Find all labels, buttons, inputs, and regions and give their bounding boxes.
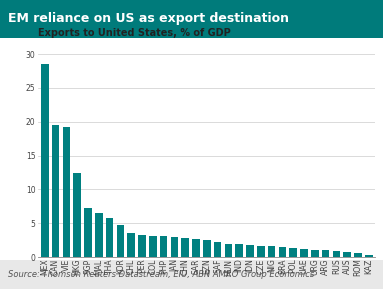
Bar xyxy=(354,253,362,257)
Bar xyxy=(344,253,351,257)
Bar xyxy=(333,251,340,257)
Bar xyxy=(128,233,135,257)
Bar xyxy=(160,236,167,257)
Bar xyxy=(149,236,157,257)
Bar xyxy=(290,248,297,257)
Bar xyxy=(84,208,92,257)
Text: EM reliance on US as export destination: EM reliance on US as export destination xyxy=(8,12,289,25)
Bar xyxy=(257,246,265,257)
Bar xyxy=(225,244,232,257)
Bar xyxy=(182,238,189,257)
Bar xyxy=(192,239,200,257)
Bar xyxy=(203,240,211,257)
Bar xyxy=(116,225,124,257)
Bar xyxy=(311,250,319,257)
Bar xyxy=(236,244,243,257)
Bar xyxy=(279,247,286,257)
Bar xyxy=(138,235,146,257)
Bar xyxy=(300,249,308,257)
Bar xyxy=(268,246,275,257)
Bar xyxy=(52,125,59,257)
Bar xyxy=(95,213,103,257)
Bar xyxy=(365,255,373,257)
Bar xyxy=(246,245,254,257)
Bar xyxy=(171,237,178,257)
Bar xyxy=(106,218,113,257)
Bar xyxy=(62,127,70,257)
Text: Source: Thomson Reuters Datastream, EIU, ABN AMRO Group Economics: Source: Thomson Reuters Datastream, EIU,… xyxy=(8,270,314,279)
Bar xyxy=(74,173,81,257)
Bar xyxy=(322,251,329,257)
Bar xyxy=(214,242,221,257)
Text: Exports to United States, % of GDP: Exports to United States, % of GDP xyxy=(38,28,231,38)
Bar xyxy=(41,64,49,257)
